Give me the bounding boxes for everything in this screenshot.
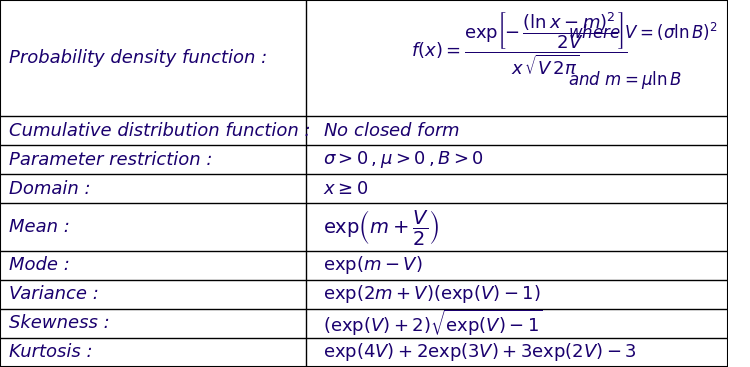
Text: $\exp(2m+V)(\exp(V)-1)$: $\exp(2m+V)(\exp(V)-1)$ xyxy=(322,283,541,305)
Text: Skewness :: Skewness : xyxy=(9,315,110,333)
Text: $(\exp(V)+2)\sqrt{\exp(V)-1}$: $(\exp(V)+2)\sqrt{\exp(V)-1}$ xyxy=(322,308,543,338)
Text: Mean :: Mean : xyxy=(9,218,70,236)
Text: $\exp(4V)+2\exp(3V)+3\exp(2V)-3$: $\exp(4V)+2\exp(3V)+3\exp(2V)-3$ xyxy=(322,341,637,363)
Text: $\exp\!\left(m + \dfrac{V}{2}\right)$: $\exp\!\left(m + \dfrac{V}{2}\right)$ xyxy=(322,208,439,247)
Text: Kurtosis :: Kurtosis : xyxy=(9,344,93,361)
Text: $\mathit{No\ closed\ form}$: $\mathit{No\ closed\ form}$ xyxy=(322,122,460,140)
Text: Probability density function :: Probability density function : xyxy=(9,49,268,67)
Text: $\mathit{and}\ m = \mu\ln B$: $\mathit{and}\ m = \mu\ln B$ xyxy=(568,69,682,91)
Text: Cumulative distribution function :: Cumulative distribution function : xyxy=(9,122,310,140)
Text: Mode :: Mode : xyxy=(9,256,70,274)
Text: $f(x) = \dfrac{\exp\!\left[-\,\dfrac{(\ln x - m)^{2}}{2V}\right]}{x\,\sqrt{V\,2\: $f(x) = \dfrac{\exp\!\left[-\,\dfrac{(\l… xyxy=(412,10,628,77)
Text: Variance :: Variance : xyxy=(9,285,99,304)
Text: Parameter restriction :: Parameter restriction : xyxy=(9,151,213,169)
Text: $x \geq 0$: $x \geq 0$ xyxy=(322,180,368,198)
Text: $\sigma > 0\,,\mu > 0\,,B > 0$: $\sigma > 0\,,\mu > 0\,,B > 0$ xyxy=(322,149,484,170)
Text: $\exp(m - V)$: $\exp(m - V)$ xyxy=(322,254,422,276)
FancyBboxPatch shape xyxy=(0,0,728,367)
Text: $\mathit{where}\ V = (\sigma\ln B)^{2}$: $\mathit{where}\ V = (\sigma\ln B)^{2}$ xyxy=(568,21,718,44)
Text: Domain :: Domain : xyxy=(9,180,91,198)
